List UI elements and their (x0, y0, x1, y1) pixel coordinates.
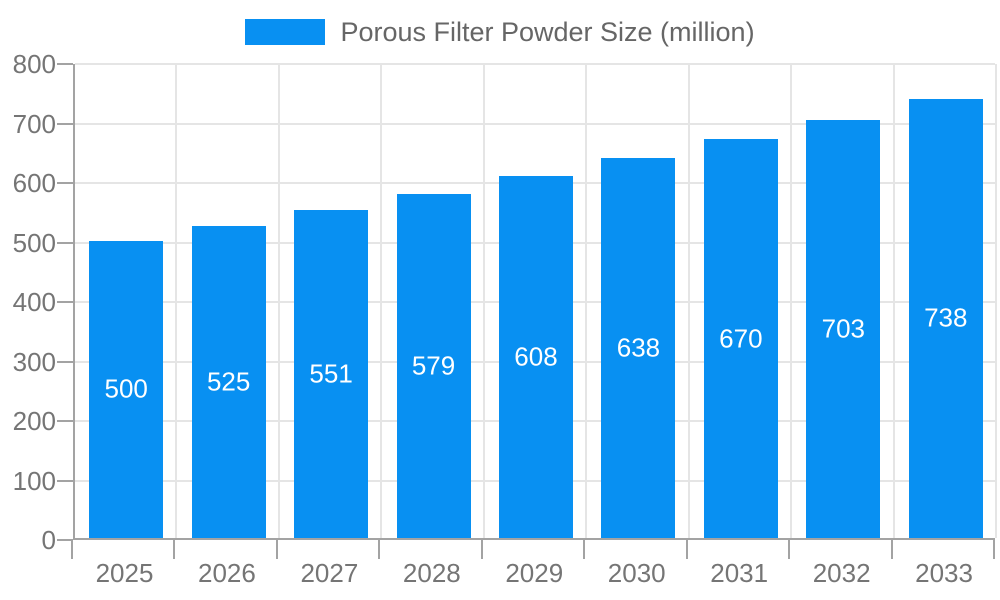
bar-2030[interactable]: 638 (601, 158, 676, 538)
gridline-vertical (892, 64, 895, 538)
plot-area: 500 525 551 579 608 638 670 703 738 (73, 63, 997, 540)
x-axis-tick (890, 540, 893, 559)
y-axis-tick (57, 241, 73, 244)
bar-2032[interactable]: 703 (806, 119, 881, 538)
gridline-vertical (380, 64, 383, 538)
bar-2028[interactable]: 579 (396, 193, 471, 538)
gridline-vertical (585, 64, 588, 538)
x-axis-category-label: 2029 (505, 558, 564, 588)
x-axis-tick (378, 540, 381, 559)
bar-2026[interactable]: 525 (191, 225, 266, 538)
x-axis-tick (685, 540, 688, 559)
y-axis-tick-label: 300 (12, 346, 56, 377)
bar-2033[interactable]: 738 (908, 98, 983, 538)
y-axis-tick-label: 0 (41, 525, 56, 555)
x-axis-tick (993, 540, 995, 559)
bar-value-label: 551 (309, 358, 353, 389)
y-axis-tick (57, 539, 73, 541)
x-axis-category-label: 2030 (607, 558, 666, 588)
x-axis-tick (583, 540, 586, 559)
y-axis-tick (57, 63, 73, 65)
x-axis-tick (275, 540, 278, 559)
x-axis-tick (788, 540, 791, 559)
y-axis-tick (57, 122, 73, 125)
bar-value-label: 500 (104, 373, 148, 404)
legend-swatch-icon (245, 19, 326, 45)
x-axis-tick (173, 540, 176, 559)
x-axis-category-label: 2026 (198, 558, 256, 588)
y-axis-tick (57, 360, 73, 363)
bar-value-label: 608 (514, 341, 558, 372)
bar-value-label: 703 (821, 313, 866, 344)
x-axis-category-label: 2032 (812, 558, 871, 588)
y-axis-tick-label: 800 (12, 49, 56, 79)
x-axis-tick (480, 540, 483, 559)
gridline-vertical (790, 64, 793, 538)
gridline-vertical (482, 64, 485, 538)
bar-2025[interactable]: 500 (89, 240, 164, 538)
legend-label: Porous Filter Powder Size (million) (340, 16, 755, 47)
gridline-vertical (277, 64, 280, 538)
bar-2027[interactable]: 551 (294, 210, 369, 538)
x-axis-tick (71, 540, 73, 559)
x-axis-category-label: 2025 (95, 558, 154, 588)
gridline-vertical (687, 64, 690, 538)
bar-value-label: 638 (616, 332, 661, 363)
y-axis-tick-label: 200 (12, 406, 56, 436)
y-axis-tick-label: 400 (12, 287, 56, 317)
bar-2029[interactable]: 608 (499, 176, 573, 538)
y-axis-tick-label: 600 (12, 168, 56, 198)
legend[interactable]: Porous Filter Powder Size (million) (0, 14, 1000, 50)
bar-value-label: 579 (411, 350, 456, 381)
y-axis-tick (57, 301, 73, 303)
y-axis-tick-label: 700 (12, 108, 56, 139)
gridline-vertical (175, 64, 178, 538)
y-axis-tick (57, 182, 73, 184)
x-axis-category-label: 2031 (710, 558, 769, 588)
y-axis-tick (57, 479, 73, 482)
y-axis-tick-label: 100 (12, 465, 56, 496)
bar-value-label: 670 (719, 323, 763, 354)
x-axis-category-label: 2027 (300, 558, 359, 588)
bar-value-label: 525 (206, 366, 251, 397)
gridline-horizontal (75, 122, 995, 125)
bar-2031[interactable]: 670 (703, 139, 778, 538)
bar-value-label: 738 (924, 302, 968, 333)
x-axis-category-label: 2033 (915, 558, 973, 588)
y-axis-tick (57, 420, 73, 422)
gridline-horizontal (75, 63, 995, 65)
gridline-vertical (995, 64, 997, 538)
x-axis-category-label: 2028 (402, 558, 461, 588)
y-axis-tick-label: 500 (12, 227, 56, 258)
